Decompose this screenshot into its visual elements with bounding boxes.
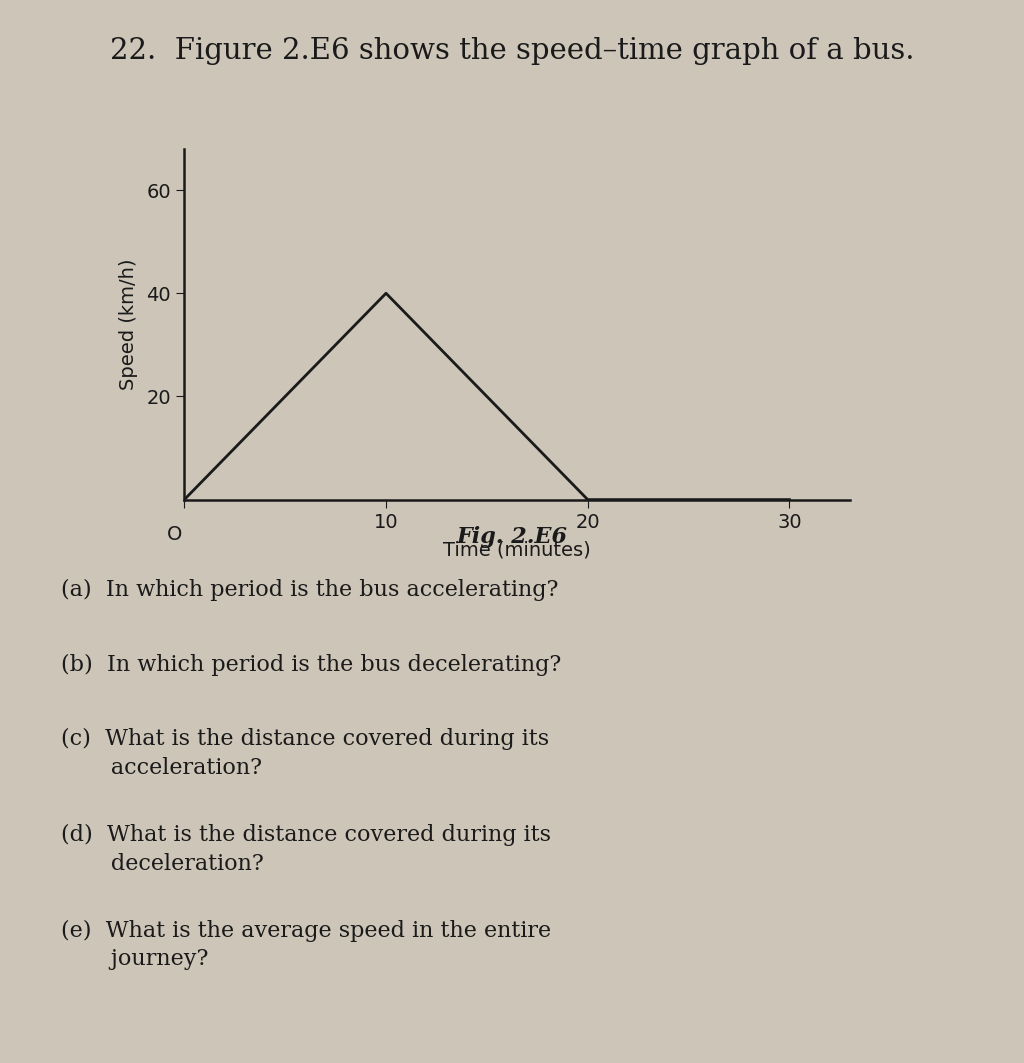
Text: (b)  In which period is the bus decelerating?: (b) In which period is the bus decelerat…	[61, 654, 562, 676]
Text: (a)  In which period is the bus accelerating?: (a) In which period is the bus accelerat…	[61, 579, 559, 602]
Text: O: O	[167, 525, 182, 544]
Text: (d)  What is the distance covered during its
       deceleration?: (d) What is the distance covered during …	[61, 824, 552, 875]
Text: Fig. 2.E6: Fig. 2.E6	[457, 526, 567, 549]
Text: (e)  What is the average speed in the entire
       journey?: (e) What is the average speed in the ent…	[61, 919, 552, 971]
Text: (c)  What is the distance covered during its
       acceleration?: (c) What is the distance covered during …	[61, 728, 550, 779]
Y-axis label: Speed (km/h): Speed (km/h)	[119, 258, 138, 390]
X-axis label: Time (minutes): Time (minutes)	[443, 540, 591, 559]
Text: 22.  Figure 2.E6 shows the speed–time graph of a bus.: 22. Figure 2.E6 shows the speed–time gra…	[110, 37, 914, 65]
